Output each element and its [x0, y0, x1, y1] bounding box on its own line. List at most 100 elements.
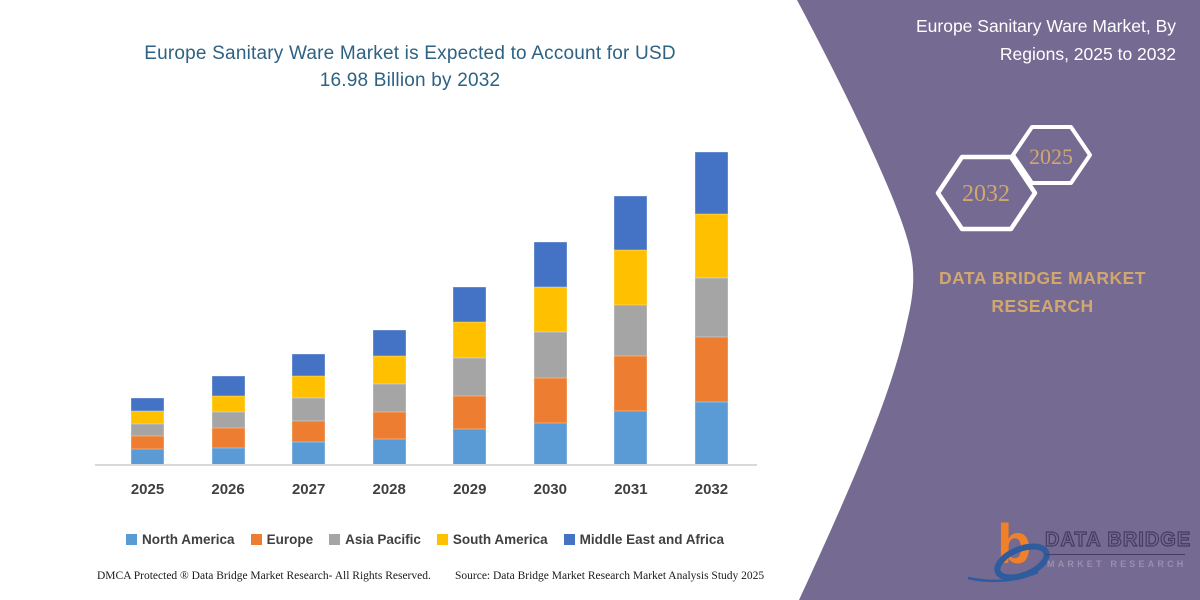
legend-swatch [250, 534, 262, 545]
panel-title-line1: Europe Sanitary Ware Market, By [915, 16, 1176, 36]
legend-label: North America [142, 532, 235, 547]
footer-dmca: DMCA Protected ® Data Bridge Market Rese… [97, 570, 431, 582]
bar-segment [614, 355, 648, 411]
bar-stack [614, 196, 648, 465]
legend-label: Europe [266, 532, 314, 547]
bar-segment [292, 375, 326, 399]
hexagon-2025 [1011, 125, 1092, 185]
bar-segment [614, 410, 648, 465]
x-axis-label: 2026 [211, 481, 245, 498]
bar-segment [131, 398, 164, 411]
logo-wordmark: DATA BRIDGE [1044, 528, 1191, 555]
bar-column-2030: 2030 [533, 135, 567, 498]
bar-segment [372, 355, 406, 384]
bar-stack [533, 242, 567, 465]
bar-segment [292, 442, 326, 465]
logo-swoosh-icon [967, 543, 1050, 583]
bar-column-2031: 2031 [614, 135, 648, 498]
brand-text: DATA BRIDGE MARKET RESEARCH [925, 264, 1160, 320]
x-axis-label: 2027 [291, 481, 326, 498]
bar-segment [372, 412, 406, 439]
bar-segment [533, 377, 567, 424]
x-axis-label: 2030 [533, 481, 567, 498]
bar-segment [533, 242, 567, 287]
legend-label: Middle East and Africa [579, 532, 724, 547]
legend-item: Middle East and Africa [563, 532, 724, 547]
bar-column-2029: 2029 [453, 135, 487, 498]
bar-segment [453, 395, 487, 430]
bar-segment [372, 383, 406, 413]
bar-segment [453, 429, 487, 465]
legend-swatch [126, 534, 138, 545]
legend-item: Europe [250, 532, 314, 547]
bar-segment [131, 435, 164, 449]
hexagon-2025-label: 2025 [1029, 144, 1073, 169]
bar-stack [211, 375, 245, 465]
footer-source: Source: Data Bridge Market Research Mark… [455, 570, 765, 582]
bar-column-2032: 2032 [694, 135, 728, 498]
legend: North America Europe Asia Pacific South Ame… [75, 532, 775, 547]
bar-stack [694, 152, 728, 465]
bar-stack [131, 398, 164, 465]
bar-segment [694, 152, 728, 215]
side-panel-shape [797, 0, 1200, 600]
bar-column-2026: 2026 [211, 135, 245, 498]
brand-text-line2: RESEARCH [991, 296, 1094, 316]
bar-segment [453, 322, 487, 359]
legend-item: South America [436, 532, 548, 547]
bar-segment [372, 329, 406, 356]
logo-tagline: MARKET RESEARCH [1047, 559, 1187, 569]
bar-stack [372, 329, 406, 465]
bar-segment [614, 196, 648, 251]
x-axis-line [95, 464, 757, 466]
bar-segment [131, 449, 164, 465]
bar-segment [211, 428, 245, 449]
bar-segment [372, 439, 406, 465]
page-title: Europe Sanitary Ware Market is Expected … [144, 43, 676, 91]
bar-segment [292, 398, 326, 421]
bar-segment [533, 423, 567, 465]
bar-stack [292, 354, 326, 465]
bar-segment [211, 375, 245, 397]
bar-segment [453, 358, 487, 396]
hexagon-2032 [935, 154, 1038, 232]
panel-title: Europe Sanitary Ware Market, By Regions,… [846, 12, 1176, 68]
hexagon-2032-label: 2032 [962, 181, 1010, 207]
bar-segment [533, 331, 567, 378]
bar-segment [694, 214, 728, 279]
bar-segment [614, 250, 648, 305]
plot-area: 2025 2026 2027 2028 2029 2030 2031 2032 [95, 135, 757, 498]
legend-swatch [563, 534, 575, 545]
bar-stack [453, 287, 487, 465]
brand-text-line1: DATA BRIDGE MARKET [939, 268, 1146, 288]
legend-item: North America [126, 532, 235, 547]
bar-segment [614, 304, 648, 356]
legend-swatch [436, 534, 448, 545]
bar-segment [211, 396, 245, 412]
bar-segment [292, 420, 326, 443]
panel-title-line2: Regions, 2025 to 2032 [999, 44, 1176, 64]
bar-segment [453, 287, 487, 323]
bar-segment [694, 278, 728, 338]
legend-item: Asia Pacific [329, 532, 421, 547]
x-axis-label: 2028 [372, 481, 406, 498]
x-axis-label: 2031 [614, 481, 648, 498]
legend-swatch [329, 534, 341, 545]
bar-segment [533, 286, 567, 332]
x-axis-label: 2025 [130, 481, 165, 498]
legend-label: Asia Pacific [345, 532, 421, 547]
bar-column-2025: 2025 [131, 135, 164, 498]
bar-segment [131, 410, 164, 424]
x-axis-label: 2029 [453, 481, 487, 498]
bar-segment [694, 401, 728, 465]
bar-segment [694, 337, 728, 402]
bar-segment [211, 448, 245, 465]
bar-segment [211, 411, 245, 429]
bar-column-2027: 2027 [292, 135, 326, 498]
bar-segment [292, 354, 326, 376]
legend-label: South America [452, 532, 548, 547]
brand-logo: b DATA BRIDGE MARKET RESEARCH [967, 514, 1191, 591]
bar-segment [131, 423, 164, 436]
